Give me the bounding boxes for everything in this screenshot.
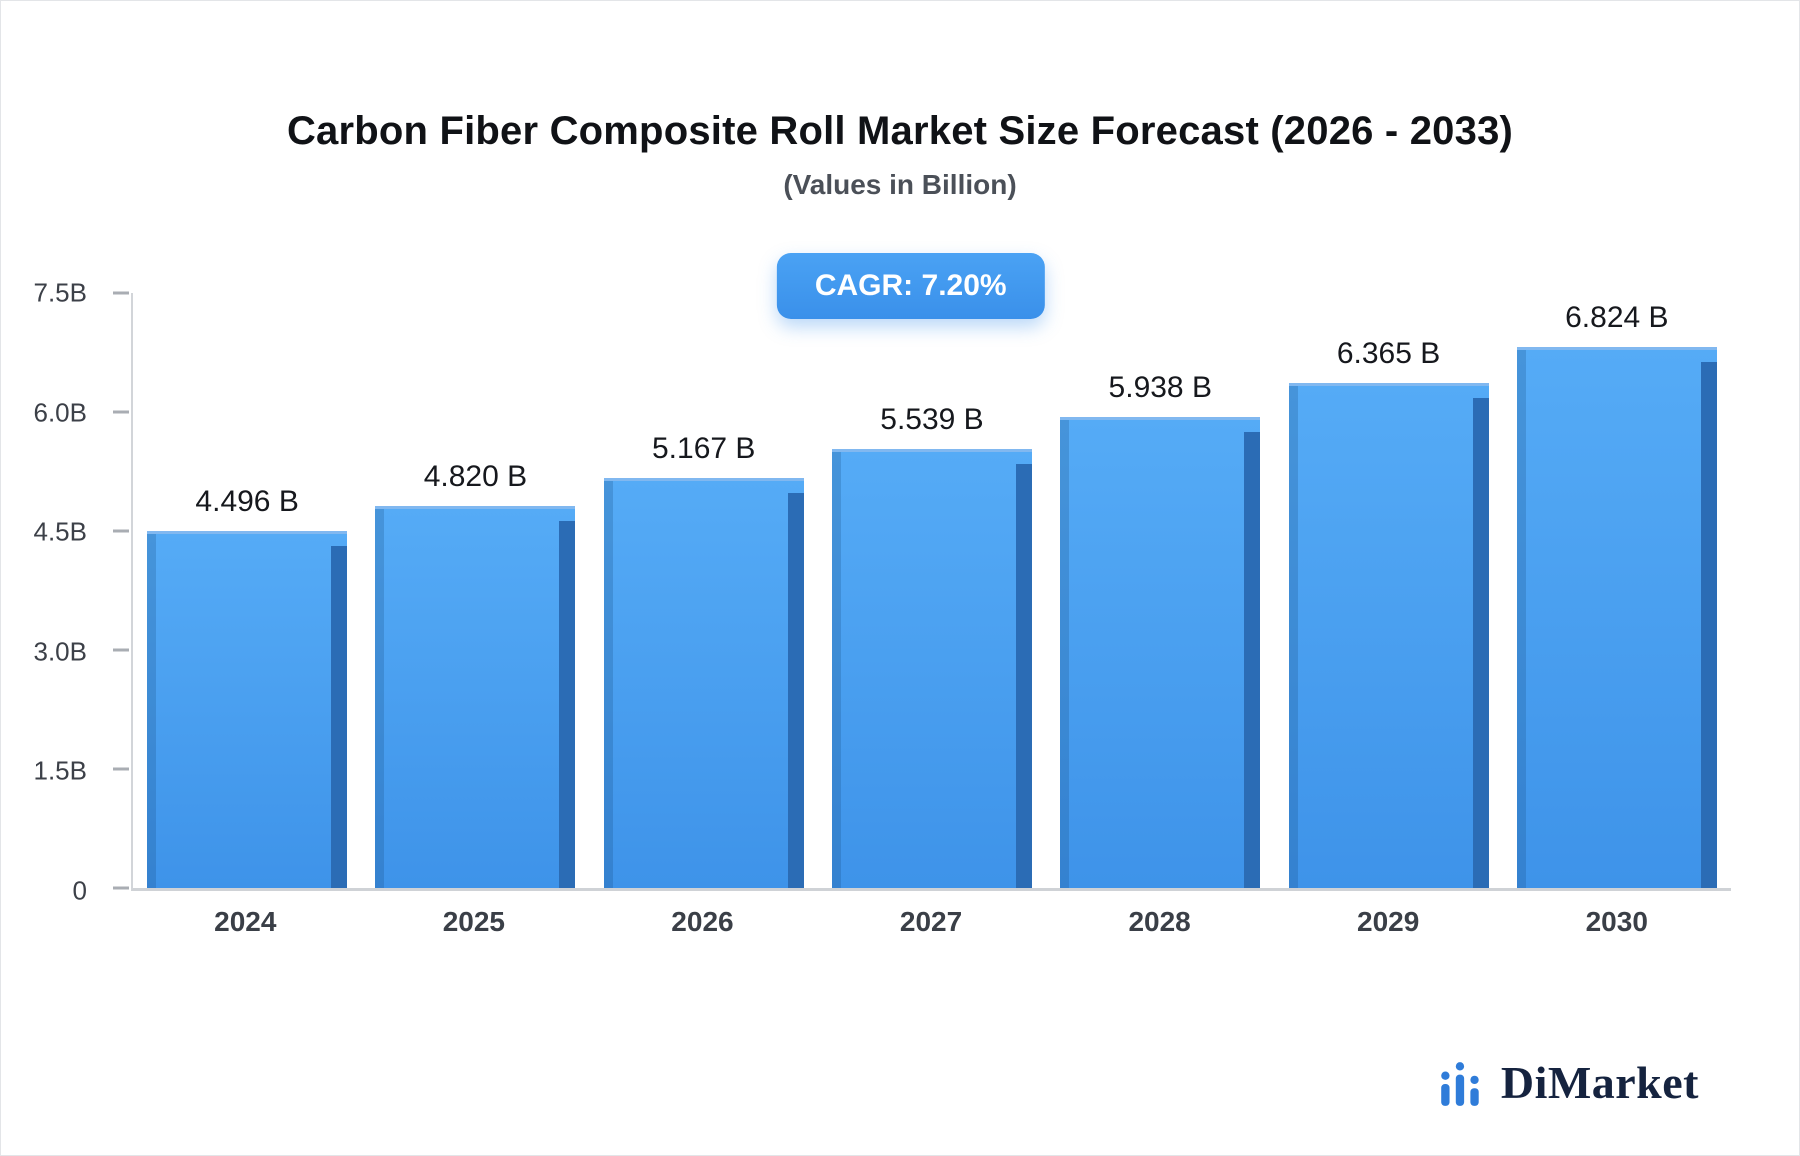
- x-tick-label: 2030: [1585, 906, 1648, 937]
- y-tick-label: 4.5B: [33, 516, 88, 547]
- plot-area: 4.496 B 4.820 B 5.167 B 5.539 B 5.938 B 6.365…: [113, 291, 1731, 891]
- bar-slot: 6.365 B: [1274, 293, 1502, 888]
- x-axis: 2024 2025 2026 2027 2028 2029 2030: [131, 906, 1731, 938]
- bar-value-label: 5.167 B: [651, 432, 756, 466]
- y-tick-mark: [113, 767, 129, 771]
- bar[interactable]: [1516, 346, 1717, 889]
- bar[interactable]: [831, 448, 1032, 889]
- y-tick-mark: [113, 648, 129, 652]
- y-tick-mark: [113, 410, 129, 414]
- y-tick-mark: [113, 529, 129, 533]
- y-tick-label: 1.5B: [33, 755, 88, 786]
- bar[interactable]: [1060, 416, 1261, 889]
- chart-subtitle: (Values in Billion): [783, 169, 1017, 200]
- x-tick-label: 2029: [1357, 906, 1420, 937]
- x-tick-label: 2028: [1128, 906, 1191, 937]
- x-tick-label: 2024: [214, 906, 277, 937]
- bar-value-label: 5.938 B: [1108, 370, 1212, 404]
- bar-value-label: 5.539 B: [880, 402, 984, 436]
- y-tick-label: 3.0B: [33, 636, 88, 667]
- y-tick-label: 6.0B: [33, 397, 88, 428]
- y-axis: 7.5B 6.0B 4.5B 3.0B 1.5B 0: [1, 278, 113, 906]
- bar-slot: 5.539 B: [818, 293, 1046, 889]
- bar[interactable]: [1288, 383, 1489, 888]
- bar-value-label: 4.496 B: [195, 485, 299, 519]
- bar-slot: 5.167 B: [590, 293, 818, 888]
- bar-value-label: 6.824 B: [1565, 300, 1669, 334]
- x-tick-label: 2025: [442, 906, 506, 937]
- bar[interactable]: [603, 478, 804, 888]
- bar-slot: 4.496 B: [133, 293, 361, 888]
- x-tick-label: 2027: [899, 906, 963, 937]
- y-tick-label: 7.5B: [33, 277, 88, 308]
- bar-slot: 6.824 B: [1503, 293, 1731, 889]
- bar-slot: 5.938 B: [1046, 293, 1274, 889]
- y-tick-label: 0: [72, 875, 87, 906]
- bar-value-label: 4.820 B: [423, 459, 528, 493]
- y-tick-mark: [113, 886, 129, 890]
- cagr-badge: CAGR: 7.20%: [776, 253, 1045, 319]
- x-tick-label: 2026: [671, 906, 734, 937]
- mini-bar-chart-icon: [1435, 1058, 1487, 1108]
- brand-logo: DiMarket: [1435, 1056, 1699, 1109]
- brand-name: DiMarket: [1500, 1057, 1699, 1108]
- y-tick-mark: [113, 291, 129, 295]
- bars-row: 4.496 B 4.820 B 5.167 B 5.539 B 5.938 B 6.365…: [133, 293, 1731, 889]
- bar-value-label: 6.365 B: [1336, 337, 1441, 371]
- bar[interactable]: [375, 505, 576, 889]
- bar[interactable]: [147, 531, 348, 888]
- chart-title: Carbon Fiber Composite Roll Market Size …: [286, 109, 1514, 153]
- bar-slot: 4.820 B: [361, 293, 589, 889]
